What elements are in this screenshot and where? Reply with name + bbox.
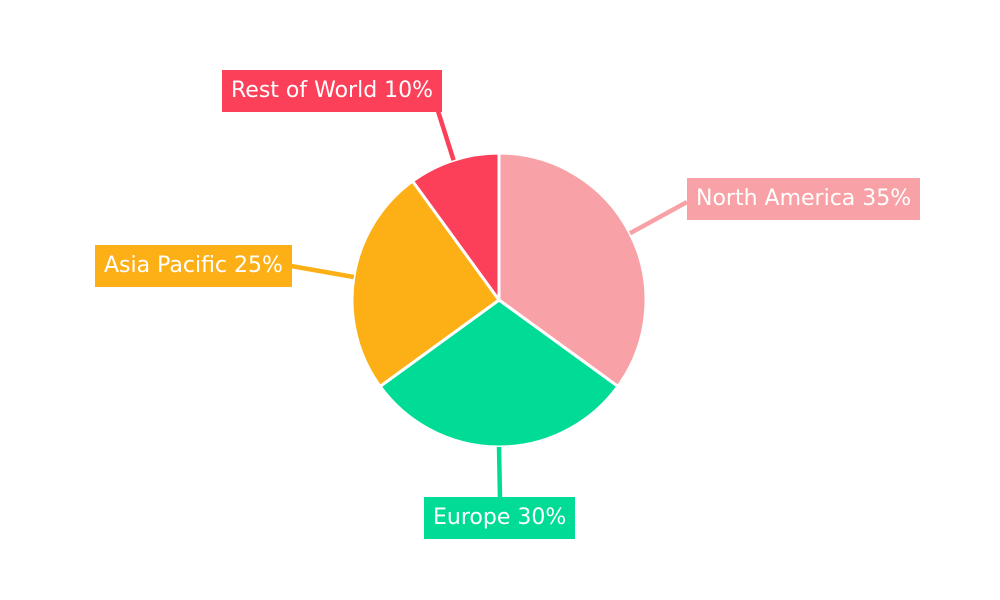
callout-line-north-america <box>628 200 689 236</box>
pie-slice-europe <box>378 298 620 449</box>
callout-line-asia-pacific <box>290 263 355 280</box>
callout-label-europe: Europe 30% <box>424 497 576 539</box>
pie-slice-rest-of-world <box>411 151 501 302</box>
callout-line-rest-of-world <box>435 110 456 161</box>
pie-slice-asia-pacific <box>350 179 501 388</box>
callout-line-europe <box>496 446 503 500</box>
callout-label-asia-pacific: Asia Pacific 25% <box>95 245 292 287</box>
pie-slice-north-america <box>497 151 648 388</box>
callout-label-rest-of-world: Rest of World 10% <box>222 70 443 112</box>
callout-label-north-america: North America 35% <box>687 178 921 220</box>
